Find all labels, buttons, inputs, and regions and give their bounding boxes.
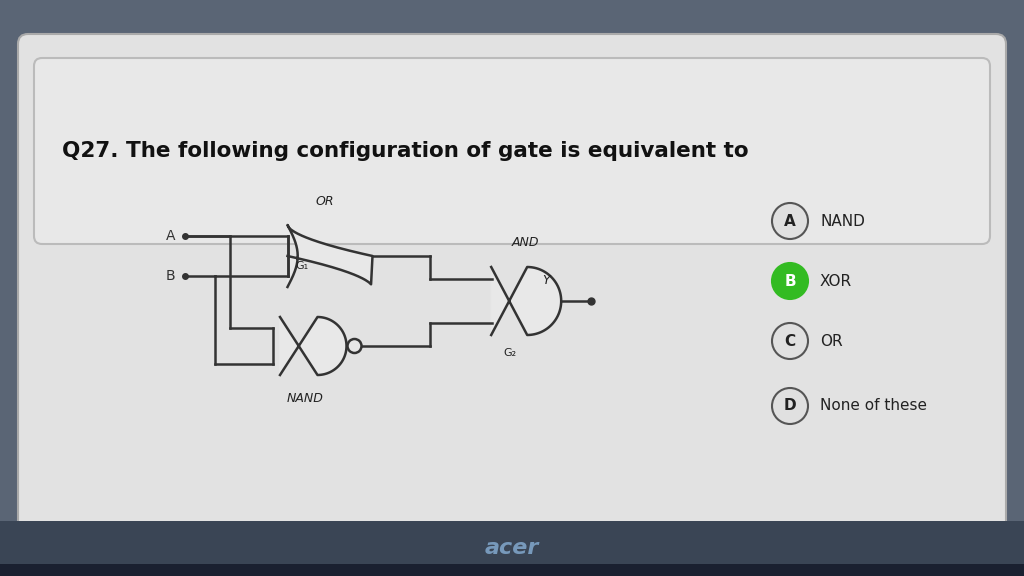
Circle shape	[772, 203, 808, 239]
Text: C: C	[784, 334, 796, 348]
Polygon shape	[492, 267, 561, 335]
Circle shape	[772, 323, 808, 359]
FancyBboxPatch shape	[18, 34, 1006, 544]
Text: D: D	[783, 399, 797, 414]
FancyBboxPatch shape	[0, 564, 1024, 576]
Text: G₂: G₂	[504, 348, 516, 358]
Text: NAND: NAND	[287, 392, 324, 405]
FancyBboxPatch shape	[0, 521, 1024, 576]
Text: Y: Y	[543, 274, 550, 287]
Text: None of these: None of these	[820, 399, 927, 414]
Text: G₁: G₁	[296, 261, 308, 271]
Polygon shape	[280, 317, 346, 375]
FancyBboxPatch shape	[34, 58, 990, 244]
Circle shape	[772, 388, 808, 424]
Text: OR: OR	[315, 195, 334, 208]
Text: NAND: NAND	[820, 214, 865, 229]
Text: OR: OR	[820, 334, 843, 348]
Text: A: A	[784, 214, 796, 229]
Polygon shape	[288, 225, 373, 287]
Text: XOR: XOR	[820, 274, 852, 289]
Text: A: A	[166, 229, 175, 243]
Text: B: B	[165, 269, 175, 283]
Text: AND: AND	[511, 236, 539, 249]
Circle shape	[347, 339, 361, 353]
Text: acer: acer	[484, 538, 540, 558]
Text: Q27. The following configuration of gate is equivalent to: Q27. The following configuration of gate…	[62, 141, 749, 161]
Circle shape	[772, 263, 808, 299]
Text: B: B	[784, 274, 796, 289]
